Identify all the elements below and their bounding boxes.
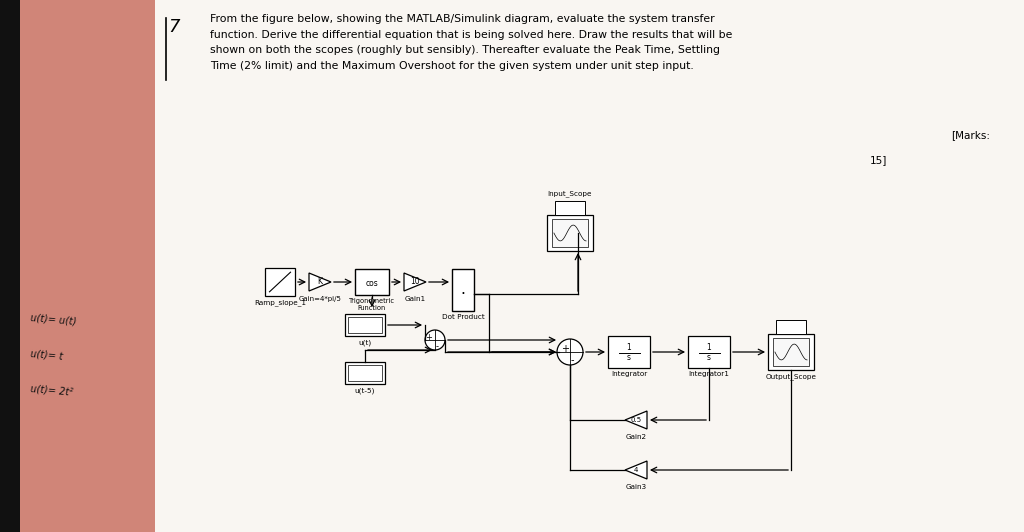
Text: 15]: 15] — [870, 155, 888, 165]
Text: Gain1: Gain1 — [404, 296, 426, 302]
Text: u(t)= 2t²: u(t)= 2t² — [30, 383, 74, 397]
Text: Ramp_slope_1: Ramp_slope_1 — [254, 299, 306, 306]
Text: Dot Product: Dot Product — [441, 314, 484, 320]
Text: Output_Scope: Output_Scope — [766, 373, 816, 380]
Text: Gain3: Gain3 — [626, 484, 646, 490]
Text: Input_Scope: Input_Scope — [548, 190, 592, 197]
Text: Gain=4*pi/5: Gain=4*pi/5 — [299, 296, 341, 302]
Bar — [547, 215, 593, 251]
Text: -: - — [570, 355, 573, 365]
Text: u(t-5): u(t-5) — [354, 387, 375, 394]
Bar — [345, 362, 385, 384]
Text: Trigonometric
Function: Trigonometric Function — [349, 298, 395, 311]
Text: ·: · — [461, 287, 466, 302]
Text: +: + — [561, 344, 569, 354]
Text: 1: 1 — [707, 343, 712, 352]
Bar — [265, 268, 295, 296]
Text: s: s — [707, 353, 711, 362]
Text: From the figure below, showing the MATLAB/Simulink diagram, evaluate the system : From the figure below, showing the MATLA… — [210, 14, 732, 71]
Text: cos: cos — [366, 278, 379, 287]
Text: u(t)= t: u(t)= t — [30, 348, 63, 361]
Text: Integrator: Integrator — [611, 371, 647, 377]
Bar — [608, 336, 650, 368]
Text: [Marks:: [Marks: — [951, 130, 990, 140]
Text: s: s — [627, 353, 631, 362]
Polygon shape — [625, 411, 647, 429]
Polygon shape — [404, 273, 426, 291]
Bar — [348, 317, 382, 333]
Bar — [355, 269, 389, 295]
Bar — [345, 314, 385, 336]
Bar — [348, 365, 382, 381]
Polygon shape — [625, 461, 647, 479]
Bar — [0, 0, 20, 532]
Text: +: + — [426, 334, 432, 343]
Text: u(t)= u(t): u(t)= u(t) — [30, 313, 77, 327]
Bar — [688, 336, 730, 368]
Bar — [20, 0, 165, 532]
Bar — [552, 219, 589, 247]
Bar — [155, 0, 1024, 532]
Circle shape — [425, 330, 445, 350]
Text: K: K — [317, 278, 323, 287]
Text: 10: 10 — [411, 278, 420, 287]
Bar — [452, 269, 474, 311]
Text: -: - — [435, 343, 438, 352]
Circle shape — [557, 339, 583, 365]
Text: 0.5: 0.5 — [631, 417, 642, 423]
Bar — [776, 320, 806, 334]
Bar — [772, 338, 809, 365]
Text: 1: 1 — [627, 343, 632, 352]
Text: Integrator1: Integrator1 — [688, 371, 729, 377]
Text: Gain2: Gain2 — [626, 434, 646, 440]
Bar — [768, 334, 814, 370]
Polygon shape — [309, 273, 331, 291]
Text: 4: 4 — [634, 467, 638, 473]
Bar — [555, 201, 585, 215]
Text: 7: 7 — [168, 18, 179, 36]
Text: u(t): u(t) — [358, 339, 372, 345]
